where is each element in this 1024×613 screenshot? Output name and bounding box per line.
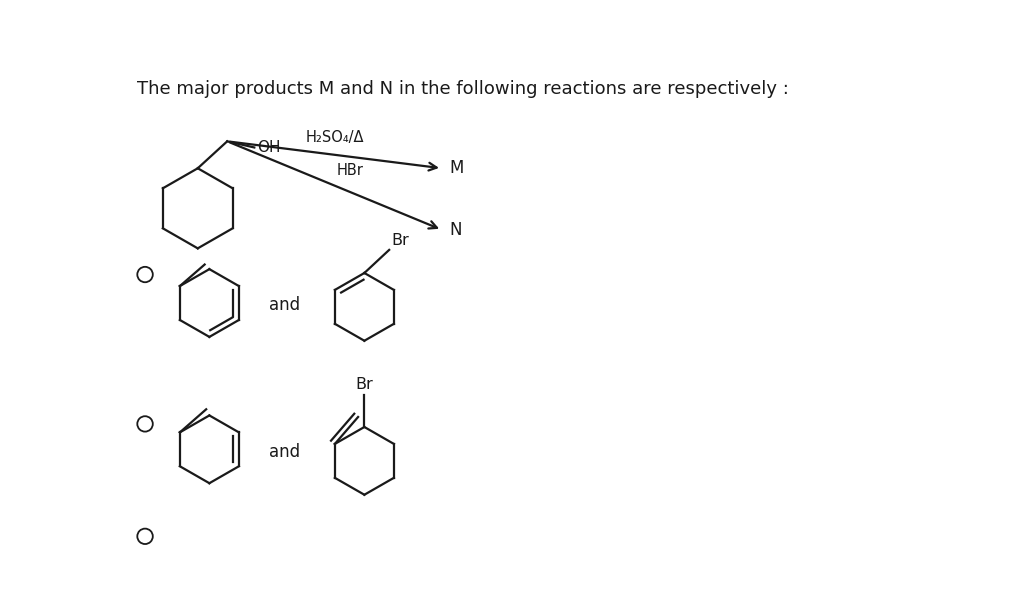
Text: Br: Br [355,376,374,392]
Text: OH: OH [257,140,281,155]
Text: Br: Br [391,234,410,248]
Text: M: M [450,159,464,177]
Text: and: and [269,296,300,314]
Text: H₂SO₄/Δ: H₂SO₄/Δ [305,130,364,145]
Text: HBr: HBr [337,163,364,178]
Text: and: and [269,443,300,460]
Text: N: N [450,221,462,239]
Text: The major products M and N in the following reactions are respectively :: The major products M and N in the follow… [137,80,790,97]
